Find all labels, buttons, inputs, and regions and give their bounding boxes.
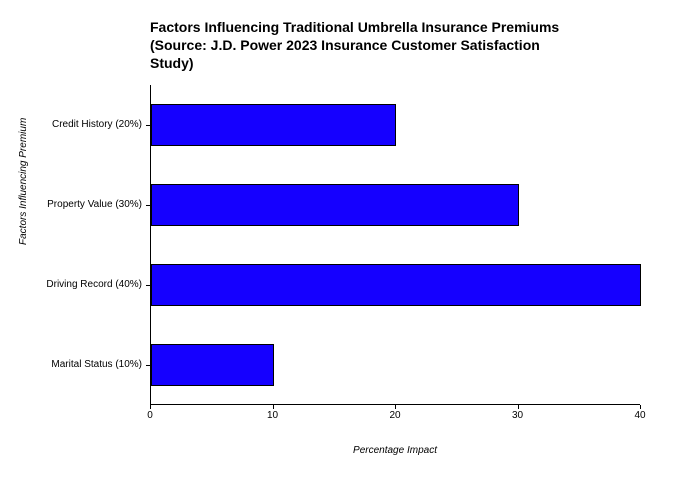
plot-area [150,85,640,405]
chart-title: Factors Influencing Traditional Umbrella… [150,18,570,73]
chart-container: Factors Influencing Traditional Umbrella… [0,0,680,500]
x-tick-label: 30 [512,410,523,421]
y-tick-mark [146,365,150,366]
y-tick-mark [146,125,150,126]
x-tick-mark [150,405,151,409]
x-axis-label: Percentage Impact [353,445,437,456]
y-tick-mark [146,205,150,206]
x-tick-label: 10 [267,410,278,421]
bar [151,344,274,386]
x-tick-label: 0 [147,410,153,421]
bar [151,184,519,226]
bar [151,104,396,146]
x-tick-mark [518,405,519,409]
x-tick-mark [640,405,641,409]
y-tick-label: Credit History (20%) [32,119,142,132]
x-tick-label: 20 [389,410,400,421]
x-tick-mark [395,405,396,409]
x-tick-label: 40 [634,410,645,421]
y-tick-mark [146,285,150,286]
y-tick-label: Driving Record (40%) [32,279,142,292]
y-tick-label: Property Value (30%) [32,199,142,212]
y-axis-label: Factors Influencing Premium [18,118,29,245]
y-tick-label: Marital Status (10%) [32,359,142,372]
bar [151,264,641,306]
x-tick-mark [273,405,274,409]
